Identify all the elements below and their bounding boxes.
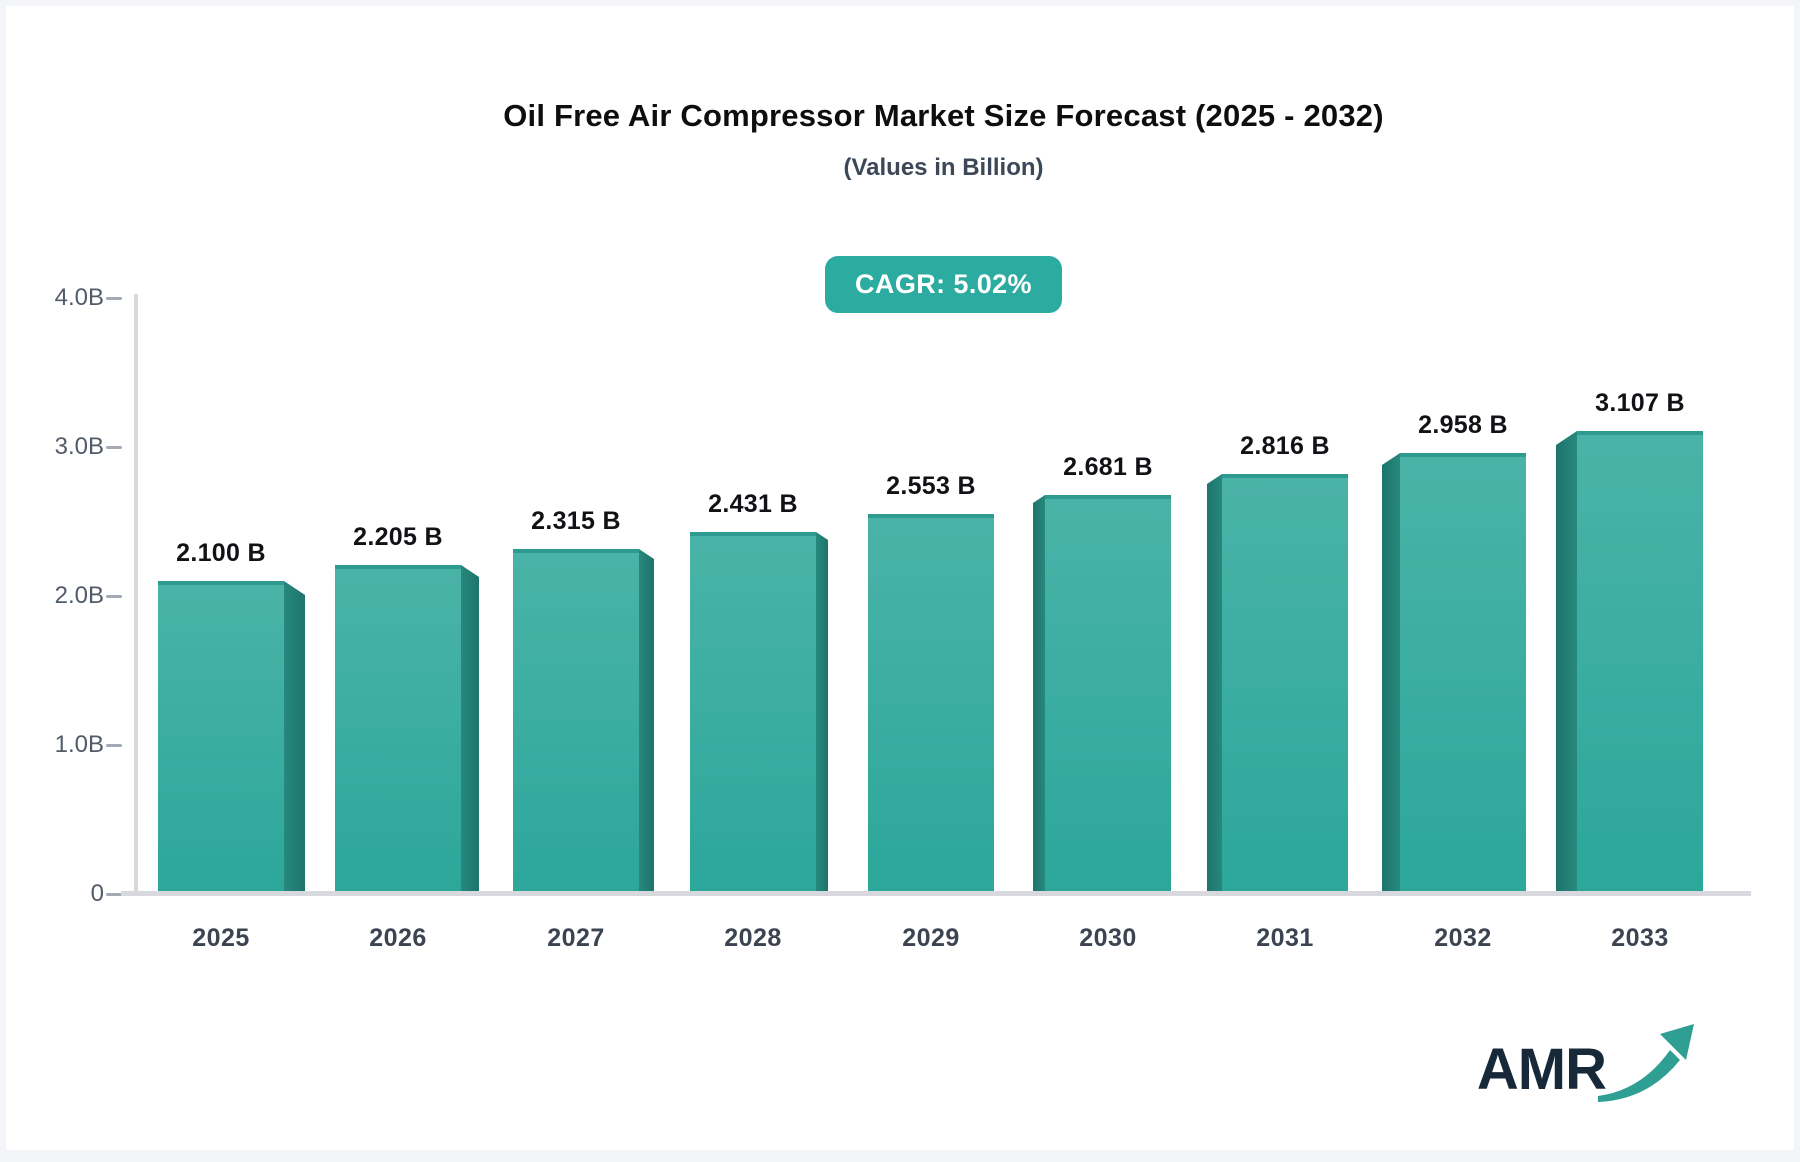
y-axis-line — [134, 294, 138, 894]
bar-face-2029 — [868, 514, 994, 894]
bar-side-face — [461, 565, 479, 894]
bar-face-2031 — [1222, 474, 1348, 894]
y-axis-tick — [106, 445, 122, 449]
y-axis-label: 4.0B — [54, 284, 104, 311]
x-axis-label: 2028 — [724, 924, 782, 952]
bar-face-2026 — [335, 565, 461, 894]
x-axis-label: 2027 — [547, 924, 605, 952]
bar-side-face — [284, 581, 305, 894]
bar-top-edge — [690, 532, 816, 536]
bar-top-edge — [868, 514, 994, 518]
bar-value-label: 2.431 B — [708, 490, 798, 518]
y-axis-tick — [106, 594, 122, 598]
bar-side-face — [639, 549, 654, 894]
bar-value-label: 2.100 B — [176, 539, 266, 567]
x-axis-label: 2031 — [1256, 924, 1314, 952]
x-axis-label: 2029 — [902, 924, 960, 952]
x-axis-label: 2032 — [1434, 924, 1492, 952]
bar-value-label: 3.107 B — [1595, 389, 1685, 417]
bar-value-label: 2.681 B — [1063, 453, 1153, 481]
bar-side-face — [1382, 453, 1400, 894]
x-axis-line — [121, 891, 1751, 896]
bar-value-label: 2.958 B — [1418, 411, 1508, 439]
chart-card: Oil Free Air Compressor Market Size Fore… — [6, 6, 1794, 1150]
chart-subtitle: (Values in Billion) — [843, 154, 1044, 181]
bar-top-edge — [1577, 431, 1703, 435]
bar-top-edge — [158, 581, 284, 585]
y-axis-label: 0 — [90, 880, 104, 907]
chart-title: Oil Free Air Compressor Market Size Fore… — [503, 98, 1384, 133]
bar-value-label: 2.205 B — [353, 523, 443, 551]
bar-top-edge — [1045, 495, 1171, 499]
cagr-badge-row: CAGR: 5.02% — [136, 256, 1751, 313]
x-axis-label: 2026 — [369, 924, 427, 952]
bar-face-2028 — [690, 532, 816, 894]
y-axis-tick — [106, 296, 122, 300]
y-axis-label: 3.0B — [54, 433, 104, 460]
bar-value-label: 2.816 B — [1240, 432, 1330, 460]
y-axis-label: 1.0B — [54, 731, 104, 758]
bar-top-edge — [513, 549, 639, 553]
x-axis-label: 2030 — [1079, 924, 1137, 952]
bar-top-edge — [335, 565, 461, 569]
y-axis-tick — [106, 892, 122, 896]
amr-logo-text: AMR — [1476, 1037, 1607, 1102]
growth-arrow-icon — [1598, 1024, 1694, 1102]
x-axis-label: 2033 — [1611, 924, 1669, 952]
bar-side-face — [1033, 495, 1045, 894]
bar-face-2030 — [1045, 495, 1171, 894]
bar-value-label: 2.553 B — [886, 472, 976, 500]
bar-value-label: 2.315 B — [531, 507, 621, 535]
bar-top-edge — [1222, 474, 1348, 478]
amr-logo[interactable]: AMR — [1476, 1024, 1696, 1106]
x-axis-label: 2025 — [192, 924, 250, 952]
bar-side-face — [816, 532, 828, 894]
bar-top-edge — [1400, 453, 1526, 457]
bar-side-face — [1207, 474, 1222, 894]
bar-side-face — [1556, 431, 1577, 894]
y-axis-tick — [106, 743, 122, 747]
cagr-badge: CAGR: 5.02% — [825, 256, 1062, 313]
bar-chart: 4.0B 3.0B 2.0B 1.0B 0 2.100 B 2025 2.205 B 2026 2… — [6, 6, 1800, 1162]
bar-face-2027 — [513, 549, 639, 894]
bar-face-2033 — [1577, 431, 1703, 894]
bar-face-2025 — [158, 581, 284, 894]
y-axis-label: 2.0B — [54, 582, 104, 609]
bar-face-2032 — [1400, 453, 1526, 894]
